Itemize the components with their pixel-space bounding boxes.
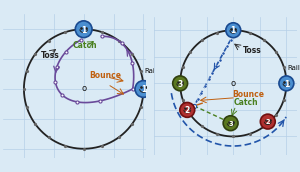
Text: Catch: Catch — [233, 98, 258, 107]
Text: 1: 1 — [284, 80, 289, 89]
Circle shape — [279, 76, 294, 91]
Circle shape — [135, 81, 152, 97]
Text: Rail: Rail — [287, 65, 300, 71]
Text: Bounce: Bounce — [90, 71, 122, 80]
Text: Catch: Catch — [73, 41, 98, 50]
Text: 1: 1 — [231, 26, 236, 35]
Text: 1: 1 — [81, 26, 86, 35]
Text: Rail: Rail — [145, 68, 158, 74]
Circle shape — [223, 116, 238, 131]
Text: Bounce: Bounce — [232, 90, 264, 99]
Text: 2: 2 — [266, 119, 270, 125]
Text: Toss: Toss — [243, 46, 262, 55]
Text: 1: 1 — [141, 85, 146, 94]
Circle shape — [173, 76, 188, 91]
Text: 3: 3 — [178, 80, 183, 89]
Text: o: o — [81, 84, 86, 94]
Circle shape — [260, 114, 275, 129]
Circle shape — [75, 21, 92, 38]
Circle shape — [180, 103, 195, 117]
Text: 2: 2 — [184, 106, 190, 115]
Text: Toss: Toss — [40, 51, 59, 60]
Circle shape — [226, 23, 241, 38]
Text: o: o — [231, 79, 236, 88]
Text: 3: 3 — [228, 121, 233, 127]
